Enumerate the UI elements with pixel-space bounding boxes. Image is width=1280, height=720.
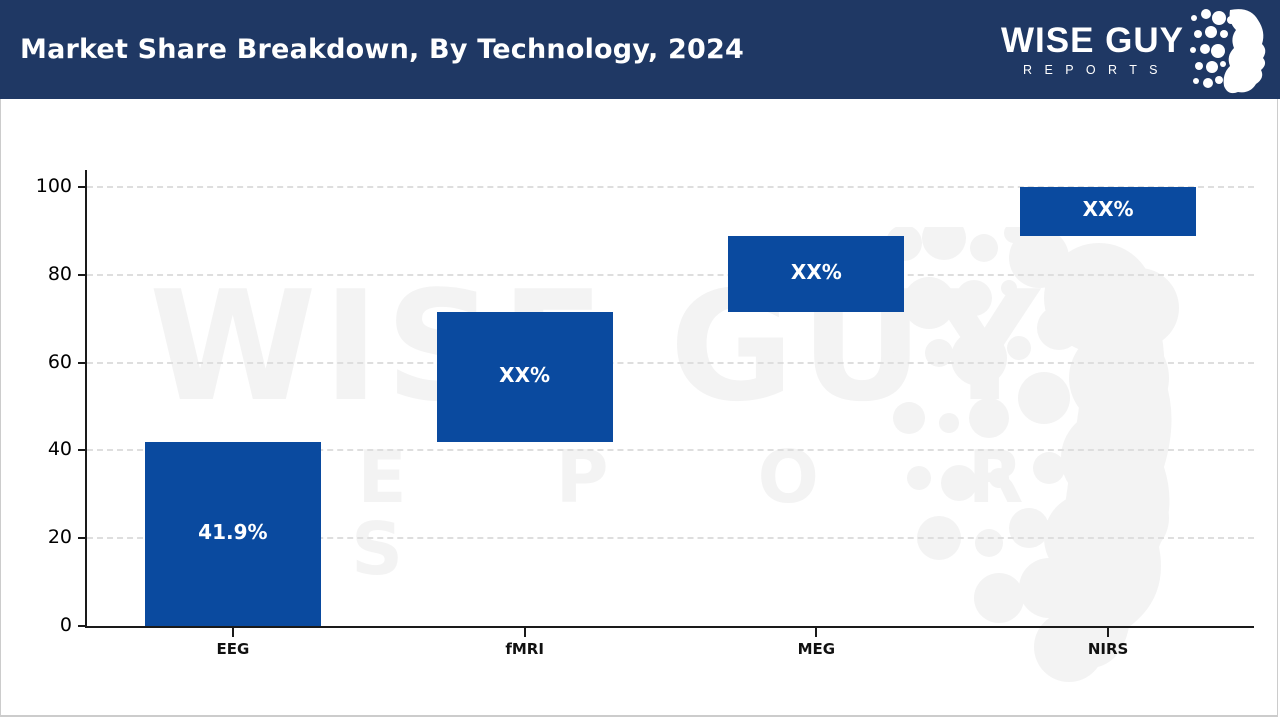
page-title: Market Share Breakdown, By Technology, 2… bbox=[20, 34, 745, 65]
x-tick-nirs bbox=[1107, 628, 1110, 637]
y-tick-0 bbox=[78, 625, 87, 627]
bar-label-meg: XX% bbox=[790, 259, 842, 284]
logo-subtext: R E P O R T S bbox=[1022, 62, 1163, 77]
bar-meg bbox=[728, 235, 905, 312]
gridline-60 bbox=[87, 361, 1254, 364]
y-tick-60 bbox=[78, 361, 87, 364]
y-tick-label-20: 20 bbox=[47, 526, 72, 549]
x-tick-label-meg: MEG bbox=[797, 640, 836, 658]
gridline-80 bbox=[87, 273, 1254, 276]
y-tick-label-80: 80 bbox=[47, 262, 72, 285]
y-tick-label-40: 40 bbox=[47, 438, 72, 461]
waterfall-chart: 0 20 40 60 80 100 41.9% EEG XX% fMRI XX% MEG XX% NIRS bbox=[1, 99, 1277, 715]
y-tick-100 bbox=[78, 186, 87, 188]
header: Market Share Breakdown, By Technology, 2… bbox=[0, 0, 1280, 99]
y-axis bbox=[85, 170, 87, 628]
logo-wordmark: WISE GUY R E P O R T S bbox=[1001, 23, 1184, 77]
y-tick-80 bbox=[78, 273, 87, 276]
y-tick-20 bbox=[78, 537, 87, 540]
bar-eeg bbox=[144, 442, 321, 626]
y-tick-label-100: 100 bbox=[35, 175, 72, 197]
gridline-100 bbox=[87, 186, 1254, 188]
x-tick-meg bbox=[815, 628, 818, 637]
gridline-40 bbox=[87, 449, 1254, 452]
x-tick-eeg bbox=[231, 628, 234, 637]
brand-logo: WISE GUY R E P O R T S bbox=[1001, 4, 1280, 96]
bar-nirs bbox=[1020, 187, 1197, 236]
bar-label-nirs: XX% bbox=[1082, 197, 1134, 222]
logo-face-icon bbox=[1190, 8, 1266, 93]
x-axis bbox=[87, 626, 1254, 628]
gridline-20 bbox=[87, 537, 1254, 540]
x-tick-label-eeg: EEG bbox=[216, 640, 250, 658]
y-tick-label-60: 60 bbox=[47, 350, 72, 373]
y-tick-40 bbox=[78, 449, 87, 452]
bar-label-eeg: 41.9% bbox=[198, 520, 268, 545]
x-tick-label-nirs: NIRS bbox=[1087, 640, 1129, 658]
logo-wordmark-text: WISE GUY bbox=[1000, 20, 1184, 60]
x-tick-label-fmri: fMRI bbox=[505, 640, 544, 658]
bar-fmri bbox=[436, 311, 613, 443]
x-tick-fmri bbox=[523, 628, 526, 637]
chart-panel: WISE GUY R E P O R T S 02040608010041.9%… bbox=[0, 99, 1278, 717]
y-tick-label-0: 0 bbox=[59, 614, 72, 636]
bar-label-fmri: XX% bbox=[499, 362, 551, 387]
